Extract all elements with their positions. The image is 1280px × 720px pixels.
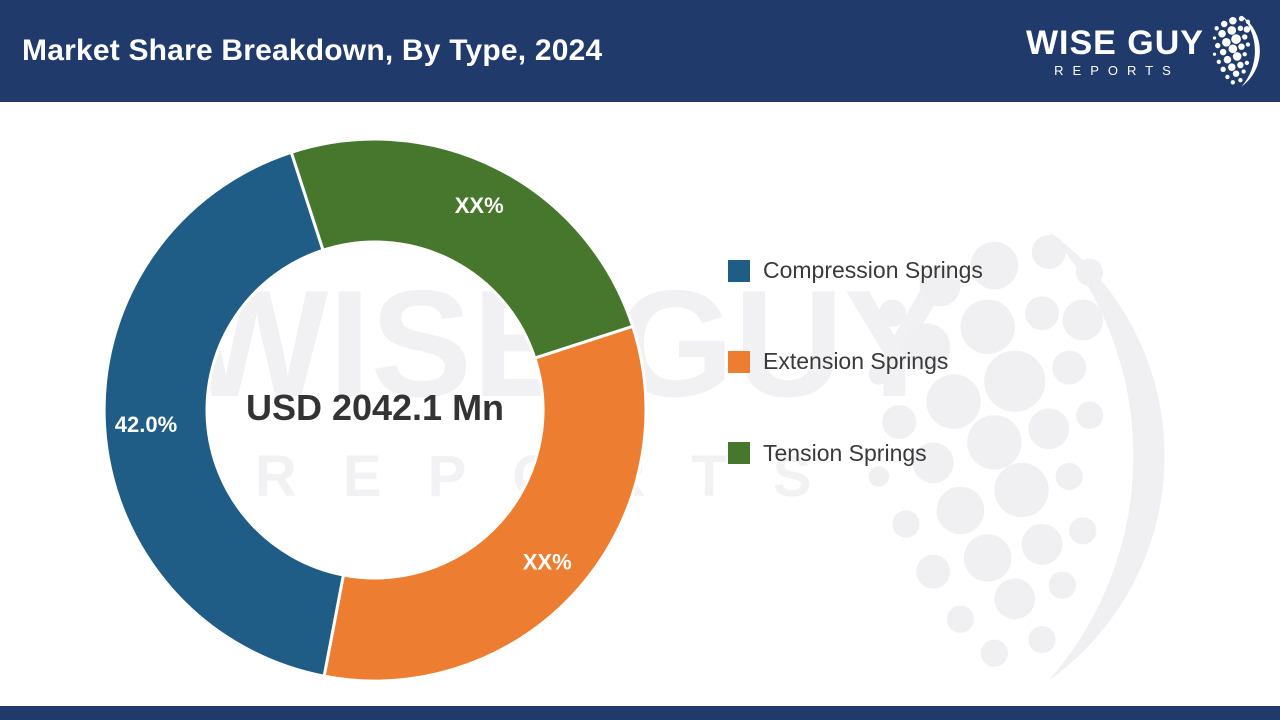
pie-slice-extension-springs [322,324,648,683]
legend-swatch-tension [728,442,750,465]
header-bar: Market Share Breakdown, By Type, 2024 WI… [0,0,1280,102]
logo-tagline: REPORTS [1054,62,1180,78]
footer-bar [0,706,1280,720]
pie-slice-compression-springs [102,150,346,678]
logo-name: WISE GUY [1025,23,1204,62]
legend-item-compression-springs: Compression Springs [728,257,983,283]
brand-logo: WISE GUY REPORTS [1026,13,1262,89]
legend-item-tension-springs: Tension Springs [728,439,983,466]
donut-chart: 42.0% XX% XX% [95,130,655,690]
slice-label: XX% [523,549,572,574]
legend-label: Compression Springs [763,257,983,283]
legend-swatch-compression [728,259,750,282]
chart-legend: Compression Springs Extension Springs Te… [728,257,983,532]
pie-slice-tension-springs [289,137,635,360]
slice-label: XX% [455,193,504,218]
legend-swatch-extension [728,350,750,373]
legend-item-extension-springs: Extension Springs [728,348,983,375]
chart-center-value: USD 2042.1 Mn [245,387,505,428]
slice-label: 42.0% [115,412,177,437]
legend-label: Tension Springs [763,439,927,466]
logo-face-icon [1208,13,1262,89]
legend-label: Extension Springs [763,348,949,375]
page-title: Market Share Breakdown, By Type, 2024 [22,34,603,67]
